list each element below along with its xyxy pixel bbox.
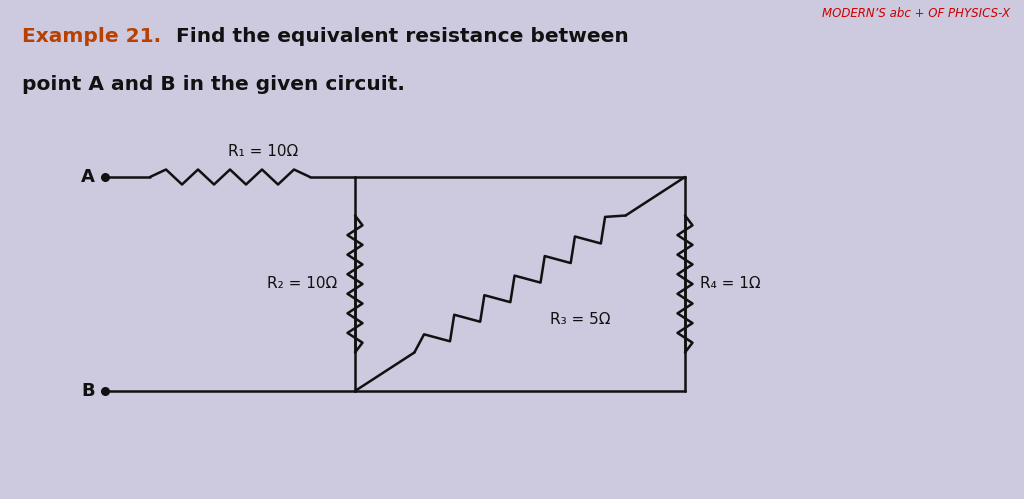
Text: R₄ = 1Ω: R₄ = 1Ω: [700, 276, 761, 291]
Text: MODERN’S abc + OF PHYSICS-X: MODERN’S abc + OF PHYSICS-X: [822, 7, 1010, 20]
Text: R₂ = 10Ω: R₂ = 10Ω: [266, 276, 337, 291]
Text: Example 21.: Example 21.: [22, 27, 161, 46]
Text: R₁ = 10Ω: R₁ = 10Ω: [227, 144, 298, 159]
Text: Find the equivalent resistance between: Find the equivalent resistance between: [162, 27, 629, 46]
Text: A: A: [81, 168, 95, 186]
Text: B: B: [81, 382, 95, 400]
Text: point A and B in the given circuit.: point A and B in the given circuit.: [22, 75, 404, 94]
Text: R₃ = 5Ω: R₃ = 5Ω: [550, 312, 610, 327]
